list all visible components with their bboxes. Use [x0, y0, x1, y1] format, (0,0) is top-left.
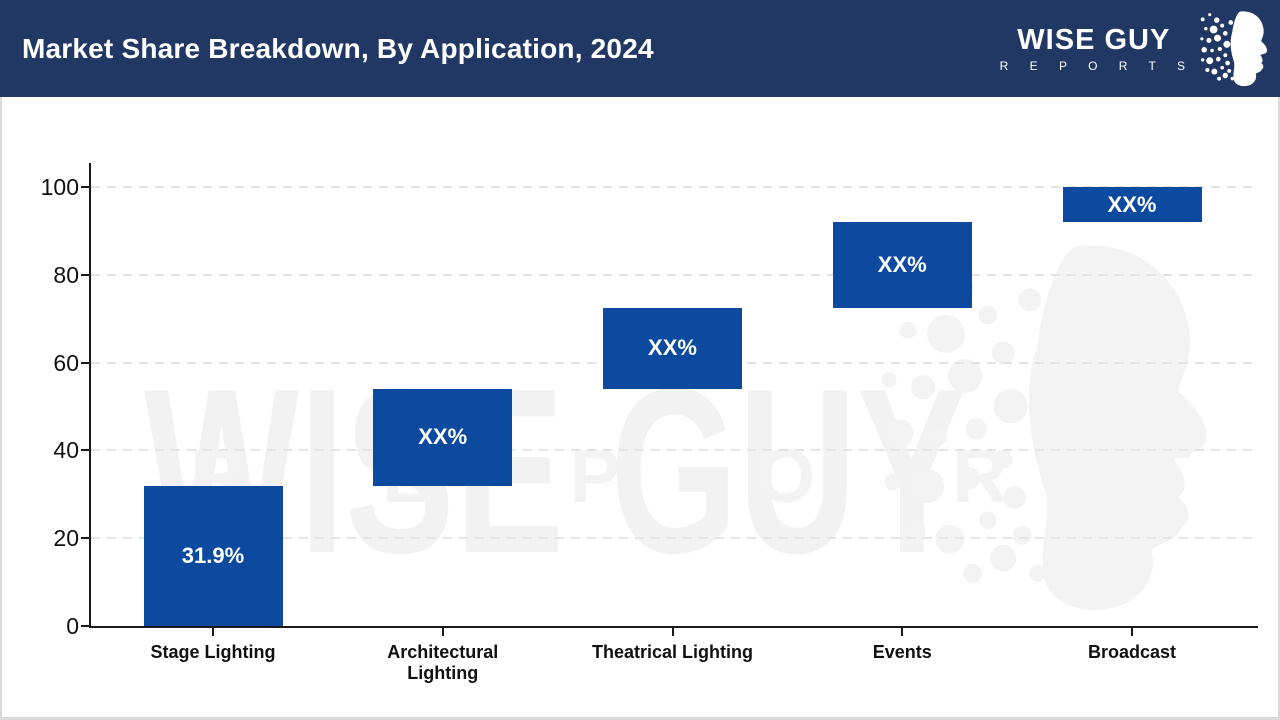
logo-wordmark: WISE GUY [1017, 23, 1171, 56]
x-axis-tick [441, 628, 444, 636]
x-axis-tick [901, 628, 904, 636]
x-axis-line [89, 626, 1258, 628]
y-gridline [91, 537, 1258, 540]
y-axis-line [89, 163, 91, 626]
market-share-bar: XX% [1062, 187, 1202, 223]
bar-value-label: XX% [418, 424, 468, 450]
x-axis-category-label: Architectural Lighting [387, 642, 499, 684]
x-axis-tick [671, 628, 674, 636]
chart-plot-area: 0 20 40 60 80 100 31.9% Stage Lighting XX% Archit… [2, 97, 1280, 720]
y-axis-tick [81, 186, 89, 188]
y-axis-tick [81, 449, 89, 452]
y-axis-tick-label: 20 [53, 525, 79, 552]
bar-value-label: XX% [877, 251, 927, 277]
logo-text: WISE GUY R E P O R T S [994, 23, 1194, 73]
y-axis-tick-label: 80 [53, 261, 79, 288]
y-axis-tick-label: 40 [53, 437, 79, 464]
y-axis-tick [81, 361, 89, 364]
market-share-bar: XX% [603, 307, 742, 389]
y-gridline [91, 186, 1258, 188]
y-axis-tick-label: 100 [40, 174, 79, 200]
x-axis-tick [212, 628, 214, 636]
y-gridline [91, 449, 1258, 452]
y-axis-tick [81, 625, 89, 627]
market-share-bar: XX% [373, 388, 513, 486]
y-axis-tick-label: 60 [53, 349, 79, 376]
header-bar: Market Share Breakdown, By Application, … [0, 0, 1280, 97]
x-axis-tick [1131, 628, 1133, 636]
market-share-bar: XX% [832, 222, 972, 308]
market-share-bar: 31.9% [143, 485, 283, 626]
wise-guy-reports-logo: WISE GUY R E P O R T S [994, 0, 1276, 97]
page-title: Market Share Breakdown, By Application, … [22, 32, 654, 64]
x-axis-category-label: Stage Lighting [150, 642, 276, 662]
x-axis-category-label: Broadcast [1087, 642, 1177, 662]
x-axis-category-label: Theatrical Lighting [591, 642, 753, 662]
face-profile-logo-icon [1200, 10, 1268, 86]
logo-subtitle: R E P O R T S [999, 58, 1194, 73]
bar-value-label: XX% [648, 335, 697, 361]
y-axis-tick [81, 273, 89, 276]
y-gridline [91, 273, 1258, 276]
bar-value-label: XX% [1107, 191, 1157, 217]
x-axis-category-label: Events [872, 642, 932, 662]
bar-value-label: 31.9% [181, 542, 245, 568]
y-axis-tick [81, 537, 89, 540]
y-axis-tick-label: 0 [66, 613, 79, 639]
